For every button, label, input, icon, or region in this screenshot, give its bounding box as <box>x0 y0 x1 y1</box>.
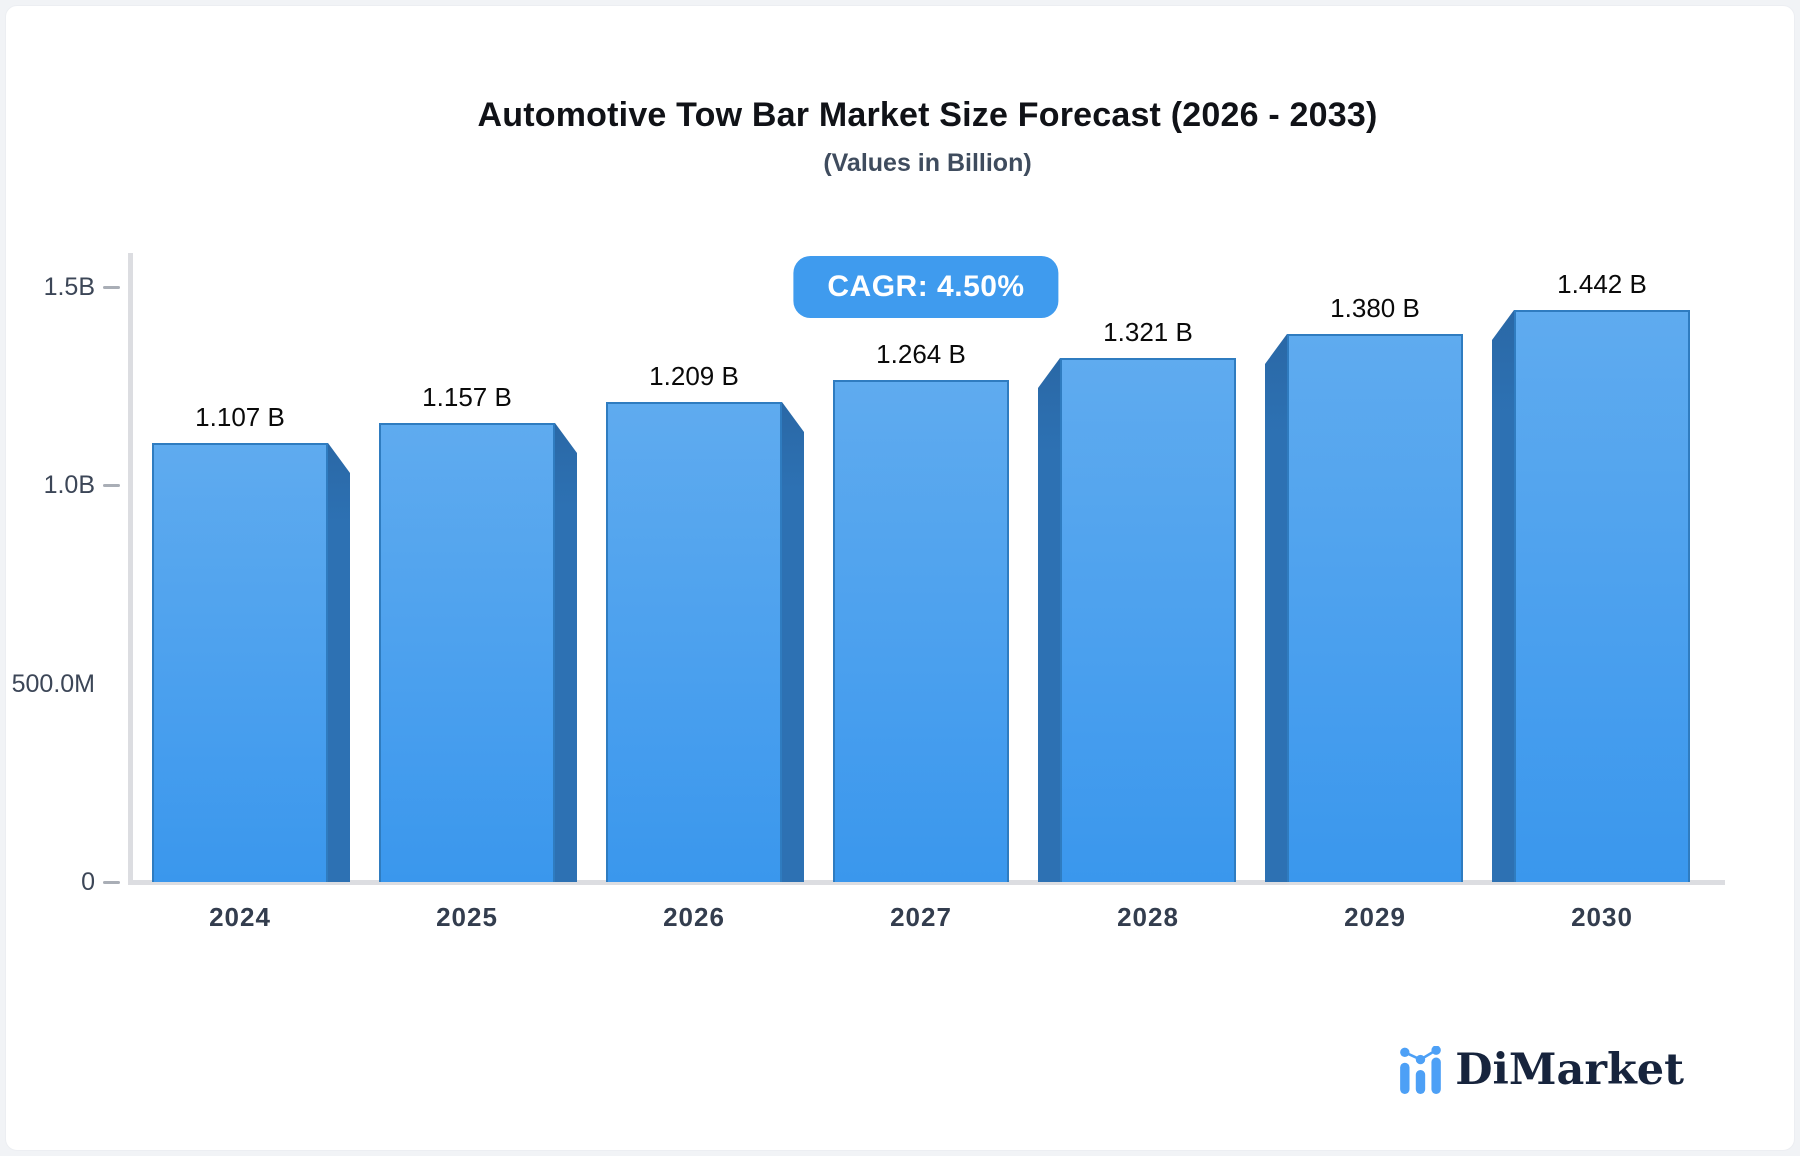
bar-value-label: 1.321 B <box>1103 317 1193 347</box>
bar-value-label: 1.157 B <box>422 382 512 412</box>
x-axis-label-2024: 2024 <box>209 902 271 932</box>
chart-title: Automotive Tow Bar Market Size Forecast … <box>477 96 1378 134</box>
bar-3d-side <box>328 443 350 882</box>
y-tick-label: 1.0B <box>43 471 95 499</box>
cagr-badge: CAGR: 4.50% <box>793 256 1059 318</box>
y-tick-label: 500.0M <box>11 669 95 698</box>
bar-3d-side <box>1265 334 1287 882</box>
bar-value-label: 1.209 B <box>649 361 739 391</box>
bar-value-label: 1.107 B <box>195 402 285 432</box>
x-axis-line <box>128 880 1725 885</box>
bar-2027[interactable] <box>833 380 1009 882</box>
chart-subtitle: (Values in Billion) <box>823 149 1032 177</box>
brand-logo-text: DiMarket <box>1455 1045 1684 1095</box>
y-tick-mark <box>103 285 120 289</box>
bar-value-label: 1.380 B <box>1330 293 1420 323</box>
bar-3d-side <box>1038 358 1060 882</box>
bar-3d-side <box>1492 310 1514 882</box>
x-axis-label-2028: 2028 <box>1117 902 1179 932</box>
bar-3d-side <box>555 423 577 882</box>
x-axis-label-2025: 2025 <box>436 902 498 932</box>
y-tick-mark <box>103 484 120 487</box>
bar-value-label: 1.442 B <box>1557 269 1647 299</box>
bar-value-label: 1.264 B <box>876 339 966 369</box>
y-tick-mark <box>103 881 120 884</box>
bar-2024[interactable] <box>152 443 328 882</box>
bar-2028[interactable] <box>1060 358 1236 882</box>
x-axis-label-2029: 2029 <box>1344 902 1406 932</box>
bar-2030[interactable] <box>1514 310 1690 882</box>
y-tick-label: 0 <box>81 868 95 896</box>
bar-3d-side <box>782 402 804 882</box>
brand-logo[interactable]: DiMarket <box>1398 1040 1684 1100</box>
bar-2025[interactable] <box>379 423 555 882</box>
x-axis-label-2030: 2030 <box>1571 902 1633 932</box>
y-tick-label: 1.5B <box>43 272 95 301</box>
x-axis-label-2026: 2026 <box>663 902 725 932</box>
bar-2026[interactable] <box>606 402 782 882</box>
mini-bar-chart-icon <box>1400 1046 1442 1094</box>
bar-2029[interactable] <box>1287 334 1463 882</box>
y-axis-line <box>128 253 133 885</box>
x-axis-label-2027: 2027 <box>890 902 952 932</box>
